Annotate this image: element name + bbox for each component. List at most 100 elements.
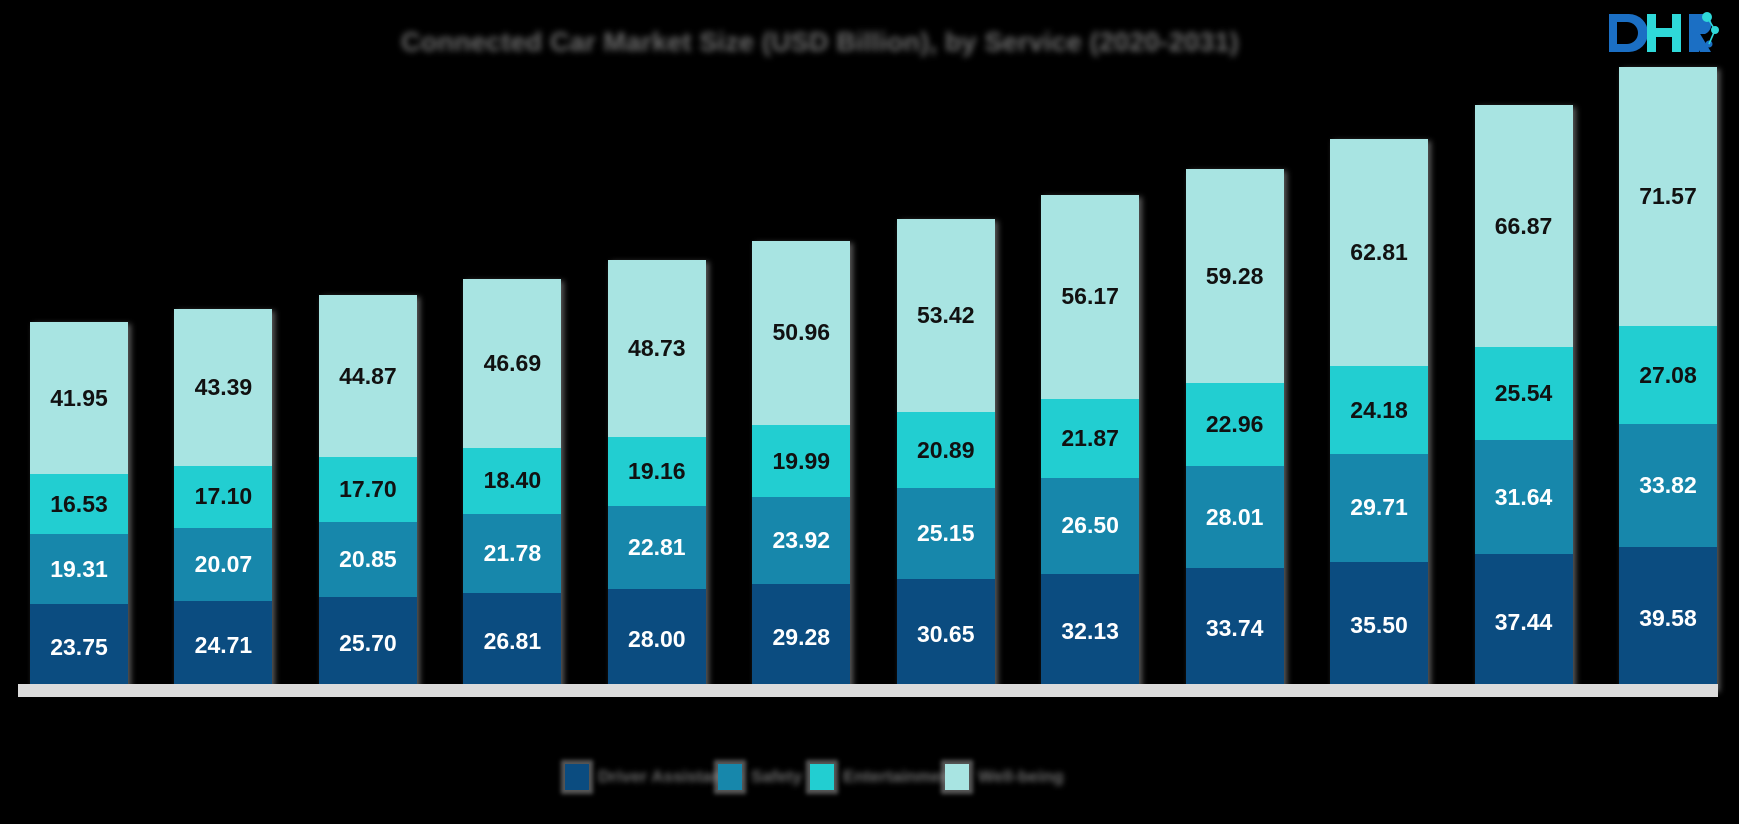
bar-value-label: 21.78 bbox=[483, 540, 542, 567]
bar-value-label: 66.87 bbox=[1494, 212, 1553, 239]
bar-value-label: 22.96 bbox=[1205, 411, 1264, 438]
brand-logo bbox=[1603, 8, 1721, 60]
bar-column[interactable]: 50.96 19.99 23.92 29.28 bbox=[752, 240, 851, 690]
bar-value-label: 48.73 bbox=[628, 335, 686, 362]
bar-segment[interactable]: 62.81 bbox=[1330, 139, 1429, 367]
bar-segment[interactable]: 35.50 bbox=[1330, 561, 1429, 690]
bar-segment[interactable]: 66.87 bbox=[1474, 105, 1573, 348]
bar-value-label: 26.81 bbox=[483, 627, 542, 654]
bar-segment[interactable]: 27.08 bbox=[1618, 326, 1717, 425]
bar-segment[interactable]: 50.96 bbox=[752, 240, 851, 426]
bar-segment[interactable]: 56.17 bbox=[1041, 195, 1140, 399]
bar-segment[interactable]: 28.01 bbox=[1185, 466, 1284, 568]
bar-segment[interactable]: 21.78 bbox=[463, 514, 562, 593]
bar-value-label: 71.57 bbox=[1639, 183, 1697, 210]
bar-segment[interactable]: 22.81 bbox=[607, 506, 706, 589]
bar-segment[interactable]: 33.74 bbox=[1185, 567, 1284, 690]
bar-segment[interactable]: 18.40 bbox=[463, 447, 562, 515]
bar-segment[interactable]: 23.75 bbox=[30, 604, 128, 690]
bar-value-label: 33.74 bbox=[1205, 615, 1264, 642]
bar-column[interactable]: 71.57 27.08 33.82 39.58 bbox=[1618, 67, 1717, 690]
bar-segment[interactable]: 28.00 bbox=[607, 588, 706, 690]
bar-value-label: 29.28 bbox=[772, 623, 831, 650]
bar-column[interactable]: 48.73 19.16 22.81 28.00 bbox=[607, 260, 706, 690]
bar-value-label: 25.15 bbox=[916, 520, 975, 547]
bar-column[interactable]: 53.42 20.89 25.15 30.65 bbox=[896, 219, 995, 690]
bar-value-label: 18.40 bbox=[483, 467, 542, 494]
bar-segment[interactable]: 48.73 bbox=[607, 260, 706, 437]
bar-value-label: 22.81 bbox=[628, 533, 686, 560]
bar-column[interactable]: 66.87 25.54 31.64 37.44 bbox=[1474, 105, 1573, 690]
bar-column[interactable]: 46.69 18.40 21.78 26.81 bbox=[463, 278, 562, 690]
dhr-logo-mark bbox=[1609, 12, 1719, 52]
bar-segment[interactable]: 33.82 bbox=[1618, 424, 1717, 547]
bar-value-label: 59.28 bbox=[1205, 262, 1264, 289]
bar-value-label: 21.87 bbox=[1061, 424, 1119, 451]
bar-segment[interactable]: 71.57 bbox=[1618, 67, 1717, 327]
bar-value-label: 24.18 bbox=[1350, 396, 1408, 423]
bar-value-label: 30.65 bbox=[916, 621, 975, 648]
bar-segment[interactable]: 20.89 bbox=[896, 412, 995, 489]
bar-column[interactable]: 44.87 17.70 20.85 25.70 bbox=[318, 295, 417, 690]
bar-segment[interactable]: 25.70 bbox=[318, 596, 417, 690]
bar-segment[interactable]: 43.39 bbox=[174, 308, 273, 467]
bar-segment[interactable]: 25.54 bbox=[1474, 347, 1573, 440]
bar-segment[interactable]: 19.31 bbox=[30, 534, 128, 605]
bar-value-label: 28.00 bbox=[628, 625, 686, 652]
bar-value-label: 43.39 bbox=[194, 374, 253, 400]
bar-segment[interactable]: 37.44 bbox=[1474, 554, 1573, 690]
bar-value-label: 39.58 bbox=[1639, 604, 1697, 631]
bar-segment[interactable]: 44.87 bbox=[318, 295, 417, 458]
bar-segment[interactable]: 59.28 bbox=[1185, 168, 1284, 384]
bar-segment[interactable]: 20.85 bbox=[318, 521, 417, 597]
bar-value-label: 23.75 bbox=[50, 633, 108, 660]
bar-column[interactable]: 56.17 21.87 26.50 32.13 bbox=[1041, 195, 1140, 690]
bar-segment[interactable]: 19.99 bbox=[752, 425, 851, 498]
bar-segment[interactable]: 16.53 bbox=[30, 474, 128, 535]
legend-item[interactable]: Well-being bbox=[945, 764, 1064, 790]
bar-segment[interactable]: 32.13 bbox=[1041, 573, 1140, 690]
bar-segment[interactable]: 53.42 bbox=[896, 219, 995, 413]
bar-value-label: 25.54 bbox=[1494, 380, 1553, 407]
bar-value-label: 17.70 bbox=[339, 475, 397, 502]
bar-segment[interactable]: 22.96 bbox=[1185, 383, 1284, 467]
axis-baseline bbox=[18, 684, 1718, 697]
legend-label: Driver Assistance bbox=[598, 767, 742, 786]
bar-segment[interactable]: 29.71 bbox=[1330, 453, 1429, 562]
bar-segment[interactable]: 25.15 bbox=[896, 488, 995, 580]
bar-value-label: 46.69 bbox=[483, 349, 542, 376]
bar-value-label: 16.53 bbox=[50, 490, 108, 517]
bar-segment[interactable]: 24.18 bbox=[1330, 366, 1429, 454]
legend-item[interactable]: Entertainment bbox=[810, 764, 957, 790]
bar-segment[interactable]: 23.92 bbox=[752, 497, 851, 585]
bar-value-label: 19.99 bbox=[772, 447, 831, 474]
bar-value-label: 28.01 bbox=[1205, 503, 1264, 530]
bar-segment[interactable]: 30.65 bbox=[896, 579, 995, 690]
page-title: Connected Car Market Size (USD Billion),… bbox=[401, 26, 1239, 57]
bar-value-label: 53.42 bbox=[916, 302, 975, 329]
bar-segment[interactable]: 41.95 bbox=[30, 322, 128, 475]
bar-column[interactable]: 43.39 17.10 20.07 24.71 bbox=[174, 308, 273, 690]
legend-item[interactable]: Driver Assistance bbox=[565, 764, 741, 790]
bar-segment[interactable]: 21.87 bbox=[1041, 398, 1140, 478]
bar-value-label: 20.89 bbox=[916, 436, 975, 463]
bar-value-label: 41.95 bbox=[50, 384, 108, 411]
bar-value-label: 26.50 bbox=[1061, 512, 1119, 539]
bar-column[interactable]: 59.28 22.96 28.01 33.74 bbox=[1185, 168, 1284, 690]
bar-segment[interactable]: 20.07 bbox=[174, 527, 273, 601]
legend-item[interactable]: Safety bbox=[718, 764, 802, 790]
bar-segment[interactable]: 17.10 bbox=[174, 466, 273, 528]
bar-segment[interactable]: 19.16 bbox=[607, 436, 706, 507]
bar-value-label: 20.85 bbox=[339, 545, 397, 572]
bar-segment[interactable]: 46.69 bbox=[463, 278, 562, 448]
bar-segment[interactable]: 26.50 bbox=[1041, 477, 1140, 574]
bar-segment[interactable]: 24.71 bbox=[174, 600, 273, 690]
bar-segment[interactable]: 39.58 bbox=[1618, 546, 1717, 690]
bar-value-label: 56.17 bbox=[1061, 283, 1119, 310]
bar-column[interactable]: 62.81 24.18 29.71 35.50 bbox=[1330, 139, 1429, 690]
bar-column[interactable]: 41.95 16.53 19.31 23.75 bbox=[30, 322, 128, 690]
bar-segment[interactable]: 31.64 bbox=[1474, 439, 1573, 555]
bar-segment[interactable]: 17.70 bbox=[318, 457, 417, 522]
bar-segment[interactable]: 26.81 bbox=[463, 592, 562, 690]
bar-segment[interactable]: 29.28 bbox=[752, 584, 851, 690]
